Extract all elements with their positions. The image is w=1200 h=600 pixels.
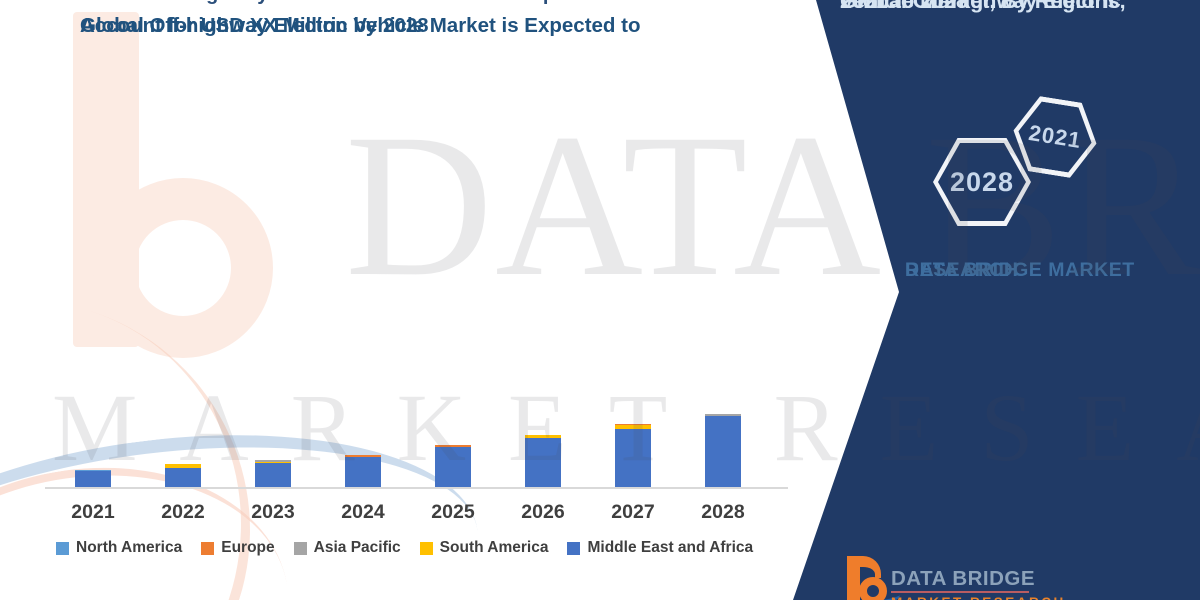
legend-label: South America xyxy=(439,539,549,556)
legend-swatch xyxy=(419,541,433,555)
cropped-text-remnant: Global Off-highway Electric Vehicle Mark… xyxy=(85,0,715,6)
bar-segment-middle-east-and-africa xyxy=(525,438,561,487)
brand-caption-line1: DATA BRIDGE MARKET xyxy=(905,259,1135,281)
chart-title-line1: Global Off-highway Electric Vehicle Mark… xyxy=(80,14,641,37)
hexagon-2028-label: 2028 xyxy=(949,166,1015,197)
x-axis-label-2025: 2025 xyxy=(431,501,475,523)
legend-swatch xyxy=(56,541,69,555)
bar-segment-middle-east-and-africa xyxy=(165,468,201,487)
chart-legend: North America Europe Asia Pacific South Ame… xyxy=(56,539,816,557)
x-axis-line xyxy=(45,487,788,489)
panel-title-line3: 2021 to 2028 xyxy=(840,0,968,13)
legend-item-south-america: South America xyxy=(419,539,549,557)
bar-segment-middle-east-and-africa xyxy=(255,463,291,487)
hexagon-2021-label: 2021 xyxy=(1026,120,1084,153)
legend-swatch xyxy=(201,541,215,555)
legend-label: Middle East and Africa xyxy=(587,539,754,556)
legend-swatch xyxy=(293,541,307,555)
x-axis-label-2027: 2027 xyxy=(611,501,655,523)
x-axis-label-2023: 2023 xyxy=(251,501,295,523)
legend-item-north-america: North America xyxy=(56,539,182,557)
x-axis-label-2026: 2026 xyxy=(521,501,565,523)
legend-label: North America xyxy=(76,539,183,556)
footer-logo-name: DATA BRIDGE xyxy=(891,567,1036,590)
footer-logo-b-hook xyxy=(847,556,881,578)
legend-item-europe: Europe xyxy=(201,539,275,557)
footer-logo-b-bowl xyxy=(859,577,887,600)
bar-segment-middle-east-and-africa xyxy=(345,457,381,487)
x-axis-label-2024: 2024 xyxy=(341,501,385,523)
panel-title-line2: Vehicle Market, By Regions, xyxy=(840,0,1126,13)
legend-label: Asia Pacific xyxy=(313,539,401,556)
brand-caption-line2: RESEARCH xyxy=(905,259,1019,281)
legend-item-middle-east-and-africa: Middle East and Africa xyxy=(567,539,753,557)
x-axis-label-2028: 2028 xyxy=(701,501,745,523)
legend-swatch xyxy=(567,541,581,555)
legend-label: Europe xyxy=(221,539,275,556)
footer-logo-subtitle: MARKET RESEARCH xyxy=(891,595,1063,600)
legend-item-asia-pacific: Asia Pacific xyxy=(293,539,401,557)
hexagon-2021-badge: 2021 xyxy=(1008,93,1103,181)
bar-segment-middle-east-and-africa xyxy=(435,447,471,487)
panel-title-line1: Global Off-highway Electric xyxy=(840,0,1121,13)
footer-logo-underline xyxy=(891,591,1029,593)
x-axis-label-2022: 2022 xyxy=(161,501,205,523)
bar-segment-middle-east-and-africa xyxy=(75,471,111,487)
chart-title-line2: Account for USD XX Million by 2028 xyxy=(80,14,429,37)
hexagon-2028-badge: 2028 xyxy=(933,138,1031,226)
bar-segment-middle-east-and-africa xyxy=(615,429,651,487)
x-axis-label-2021: 2021 xyxy=(71,501,115,523)
bar-segment-middle-east-and-africa xyxy=(705,416,741,487)
